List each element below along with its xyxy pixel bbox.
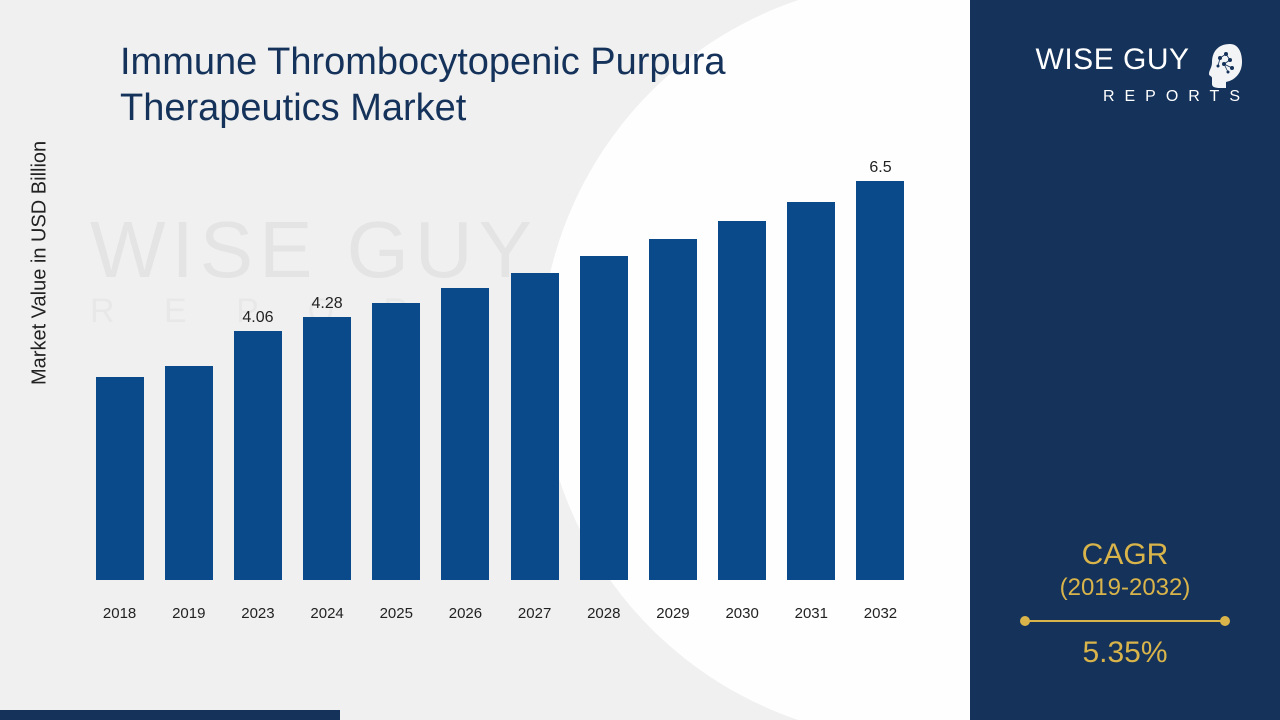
bar-slot: 6.5 [846,181,915,580]
bar [856,181,904,580]
brand-logo: WISE GUY [1036,40,1250,106]
infographic-page: Immune Thrombocytopenic Purpura Therapeu… [0,0,1280,720]
page-title: Immune Thrombocytopenic Purpura Therapeu… [120,40,840,131]
bar-value-label: 4.28 [312,295,343,313]
bottom-accent-strip [0,710,340,720]
cagr-label: CAGR [1000,538,1250,572]
bar-chart: WISE GUY R E P O R T S Market Value in U… [40,150,920,620]
bar [165,366,213,580]
bar-value-label: 4.06 [242,309,273,327]
x-tick: 2023 [223,597,292,622]
bar-slot [708,221,777,580]
bar-slot [85,377,154,580]
x-tick: 2025 [362,597,431,622]
x-tick: 2019 [154,597,223,622]
x-tick: 2031 [777,597,846,622]
cagr-period: (2019-2032) [1000,574,1250,602]
divider-dotline [1025,620,1225,622]
bar-value-label: 6.5 [869,159,891,177]
logo-line2: REPORTS [1036,88,1250,106]
bar-slot: 4.06 [223,331,292,580]
bar [580,256,628,580]
cagr-callout: CAGR (2019-2032) 5.35% [1000,538,1250,670]
x-tick: 2032 [846,597,915,622]
bars-container: 4.064.286.5 [85,150,915,580]
bar [234,331,282,580]
x-tick: 2018 [85,597,154,622]
bar [649,239,697,580]
bar-slot [569,256,638,580]
bar [303,317,351,580]
plot-area: 4.064.286.5 [85,150,915,580]
logo-line1: WISE GUY [1036,43,1190,76]
x-tick: 2028 [569,597,638,622]
bar-slot [154,366,223,580]
bar [718,221,766,580]
bar-slot [500,273,569,580]
x-tick: 2030 [708,597,777,622]
bar-slot [431,288,500,580]
x-tick: 2029 [638,597,707,622]
bar [441,288,489,580]
x-axis: 2018201920232024202520262027202820292030… [85,597,915,622]
bar [372,303,420,580]
cagr-value: 5.35% [1000,636,1250,670]
bar-slot: 4.28 [293,317,362,580]
y-axis-label: Market Value in USD Billion [29,141,52,385]
bar-slot [638,239,707,580]
x-tick: 2026 [431,597,500,622]
bar-slot [777,202,846,580]
bar-slot [362,303,431,580]
bar [787,202,835,580]
x-tick: 2024 [293,597,362,622]
bar [96,377,144,580]
x-tick: 2027 [500,597,569,622]
bar [511,273,559,580]
head-icon [1200,40,1250,90]
